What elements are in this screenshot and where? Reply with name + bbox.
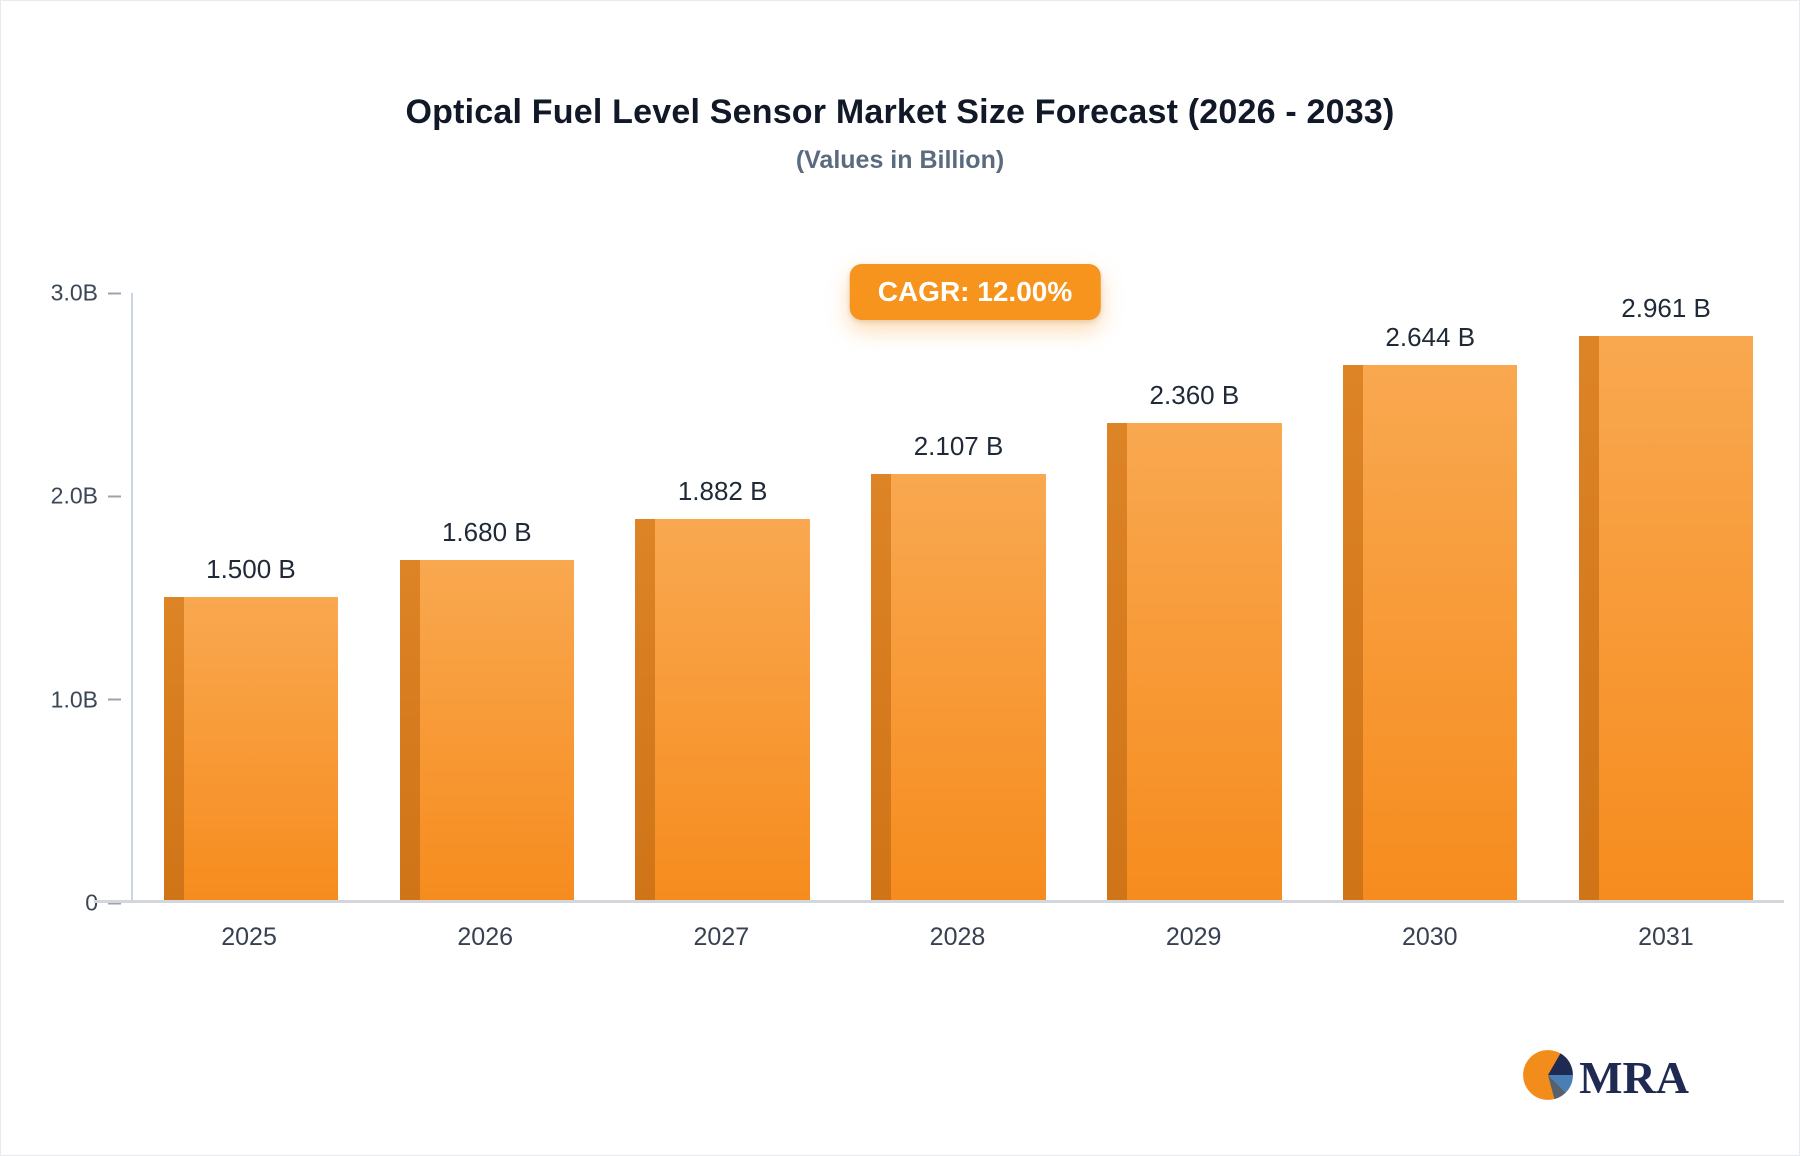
bar-value-label: 2.961 B [1621,293,1711,323]
y-axis-tick-label: 1.0B [50,686,98,713]
y-axis-tick-mark [108,902,121,904]
plot-area: CAGR: 12.00% 1.500 B 1.680 B 1.882 B 2.107 … [94,264,1784,903]
y-axis-tick-mark [108,292,121,294]
bar-value-label: 2.360 B [1149,379,1240,410]
bar-column: 1.882 B [605,293,841,900]
bar [871,473,1046,900]
y-axis-tick-mark [108,698,121,701]
x-axis-label: 2029 [1165,923,1222,951]
bar-column: 2.961 B [1548,293,1784,900]
y-axis-tick: 0 [85,890,121,917]
bar [1342,365,1518,900]
bar-value-label: 1.680 B [441,517,532,548]
chart-header: Optical Fuel Level Sensor Market Size Fo… [1,1,1799,175]
y-axis-tick: 2.0B [51,483,121,510]
bar-column: 2.644 B [1312,293,1548,900]
bar-chart: 3.0B 2.0B 1.0B 0 CAGR: 12.00% 1.500 B 1.680 … [1,264,1799,916]
bar-side-shade [635,519,656,900]
bar-value-label: 1.882 B [677,476,768,507]
x-axis-label: 2031 [1638,923,1694,951]
cagr-badge: CAGR: 12.00% [849,264,1101,320]
bar-side-shade [1107,422,1128,900]
x-axis-label: 2026 [457,923,514,951]
bar [1578,336,1754,900]
bar [1107,422,1282,900]
bar-value-label: 2.644 B [1385,322,1476,353]
bar-value-label: 2.107 B [913,430,1004,461]
bar [163,596,339,900]
bar-side-shade [1342,365,1363,900]
x-axis: 2025 2026 2027 2028 2029 2030 2031 [1,923,1799,952]
mra-logo-icon [1521,1048,1575,1107]
bar-column: 2.360 B [1076,293,1312,900]
bar-side-shade [1578,336,1599,900]
x-axis-spacer [41,923,131,952]
bar [635,519,810,900]
chart-subtitle: (Values in Billion) [795,146,1005,174]
mra-logo-text: MRA [1579,1051,1689,1103]
y-axis-tick-label: 2.0B [50,482,98,509]
bar-column: 2.107 B [841,293,1077,900]
chart-title: Optical Fuel Level Sensor Market Size Fo… [405,93,1395,131]
y-axis-tick: 1.0B [51,686,121,713]
bar-side-shade [399,560,420,900]
x-axis-label: 2028 [929,923,986,951]
mra-logo: MRA [1521,1048,1689,1107]
x-axis-labels: 2025 2026 2027 2028 2029 2030 2031 [131,923,1784,952]
bar-value-label: 1.500 B [206,553,296,584]
y-axis: 3.0B 2.0B 1.0B 0 [41,280,131,916]
x-axis-label: 2030 [1401,923,1458,951]
bar-side-shade [163,596,184,900]
y-axis-tick: 3.0B [51,280,121,307]
y-axis-tick-mark [108,495,121,498]
y-axis-tick-label: 3.0B [50,279,98,306]
bar [399,560,575,900]
bar-side-shade [871,473,892,900]
x-axis-label: 2027 [693,923,750,951]
x-axis-label: 2025 [221,923,277,951]
bar-column: 1.500 B [133,293,369,900]
bar-column: 1.680 B [369,293,605,900]
y-axis-tick-label: 0 [85,889,98,916]
bars-container: 1.500 B 1.680 B 1.882 B 2.107 B 2.360 B 2.644… [133,293,1784,900]
